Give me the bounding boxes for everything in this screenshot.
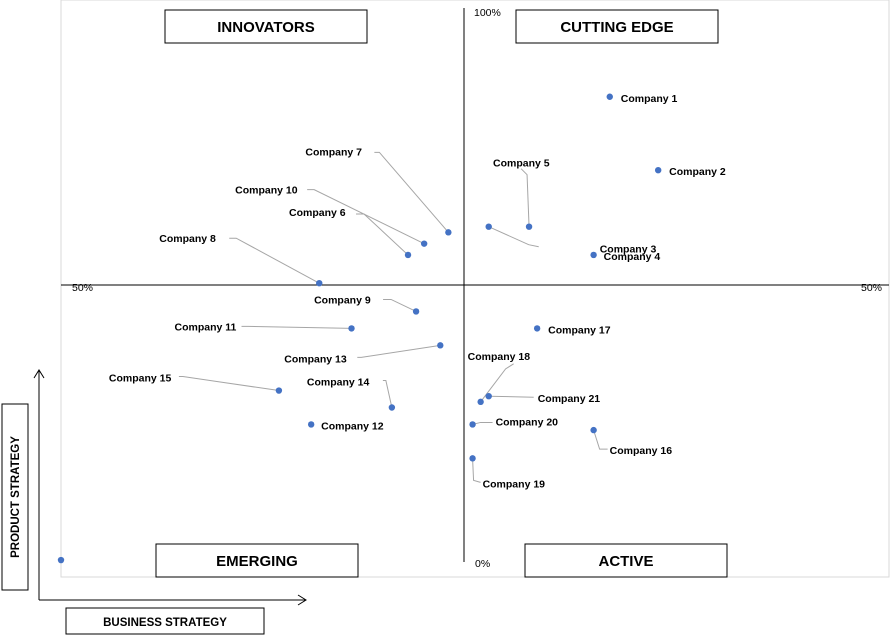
point-company-6 <box>404 251 412 259</box>
label-company-14: Company 14 <box>307 377 370 389</box>
x-axis-title: BUSINESS STRATEGY <box>103 617 227 629</box>
label-company-15: Company 15 <box>109 373 172 385</box>
leader-line-company-8 <box>229 237 320 284</box>
label-company-9: Company 9 <box>314 294 371 306</box>
leader-line-company-11 <box>241 325 352 329</box>
label-company-21: Company 21 <box>538 393 601 405</box>
point-company-3 <box>485 223 492 230</box>
label-company-10: Company 10 <box>235 185 298 197</box>
point-company-19 <box>469 455 476 462</box>
point-company-11 <box>348 325 355 332</box>
axis-mark-bottom: 0% <box>475 558 490 570</box>
label-company-13: Company 13 <box>284 353 347 365</box>
point-company-15 <box>275 387 283 394</box>
point-company-13 <box>437 342 444 349</box>
point-company-7 <box>445 229 452 236</box>
x-axis-title-box: BUSINESS STRATEGY <box>65 607 265 635</box>
point-company-16 <box>590 426 597 434</box>
axis-mark-left: 50% <box>72 282 93 294</box>
leader-line-company-14 <box>382 380 393 408</box>
point-company-12 <box>307 421 315 428</box>
point-company-4 <box>590 251 597 259</box>
label-company-18: Company 18 <box>468 351 531 363</box>
plot-frame <box>60 0 890 578</box>
label-company-4: Company 4 <box>604 251 661 263</box>
quadrant-label-cutting-edge: CUTTING EDGE <box>560 19 673 36</box>
label-company-2: Company 2 <box>669 166 726 178</box>
label-company-7: Company 7 <box>305 146 362 158</box>
quadrant-innovators: INNOVATORS <box>164 9 368 44</box>
label-company-3: Company 3 <box>600 244 657 256</box>
quadrant-cutting-edge: CUTTING EDGE <box>515 9 719 44</box>
point-company-9 <box>412 308 420 315</box>
label-company-16: Company 16 <box>610 445 673 457</box>
label-company-1: Company 1 <box>621 93 678 105</box>
point-company-14 <box>388 404 396 411</box>
label-company-5: Company 5 <box>493 158 550 170</box>
point-company-1 <box>606 93 613 100</box>
leader-lines <box>178 151 608 483</box>
point-company-20 <box>469 421 476 428</box>
point-company-17 <box>533 325 541 332</box>
leader-line-company-10 <box>307 189 425 245</box>
axis-mark-right: 50% <box>861 282 882 294</box>
leader-line-company-13 <box>357 344 441 358</box>
leader-line-company-5 <box>520 168 530 227</box>
leader-line-company-9 <box>383 298 417 312</box>
y-axis-title: PRODUCT STRATEGY <box>10 436 22 558</box>
leader-line-company-16 <box>593 429 608 450</box>
label-company-6: Company 6 <box>289 207 346 219</box>
point-company-10 <box>420 240 428 247</box>
label-company-17: Company 17 <box>548 324 611 336</box>
axis-mark-top: 100% <box>474 7 501 19</box>
point-company-21 <box>485 393 492 400</box>
leader-line-company-3 <box>488 226 539 248</box>
data-points <box>57 93 662 564</box>
label-company-11: Company 11 <box>175 321 237 333</box>
quadrant-label-innovators: INNOVATORS <box>217 19 315 36</box>
quadrant-label-emerging: EMERGING <box>216 553 298 570</box>
point-company-18 <box>477 398 484 406</box>
label-company-20: Company 20 <box>496 416 559 428</box>
label-company-19: Company 19 <box>483 478 546 490</box>
point-company-5 <box>525 223 533 230</box>
quadrant-active: ACTIVE <box>524 543 728 578</box>
point-company-2 <box>654 167 662 174</box>
leader-line-company-7 <box>374 151 449 233</box>
quadrant-label-active: ACTIVE <box>598 553 653 570</box>
leader-line-company-19 <box>472 458 481 483</box>
point-company-8 <box>316 280 323 287</box>
label-company-12: Company 12 <box>321 420 384 432</box>
leader-line-company-21 <box>488 395 534 398</box>
label-company-8: Company 8 <box>159 233 216 245</box>
y-axis-title-box: PRODUCT STRATEGY <box>1 403 29 591</box>
leader-line-company-18 <box>480 363 514 403</box>
leader-line-company-15 <box>178 376 279 392</box>
axis-arrows <box>33 369 307 606</box>
quadrant-emerging: EMERGING <box>155 543 359 578</box>
point-unlabeled-21 <box>57 556 65 564</box>
